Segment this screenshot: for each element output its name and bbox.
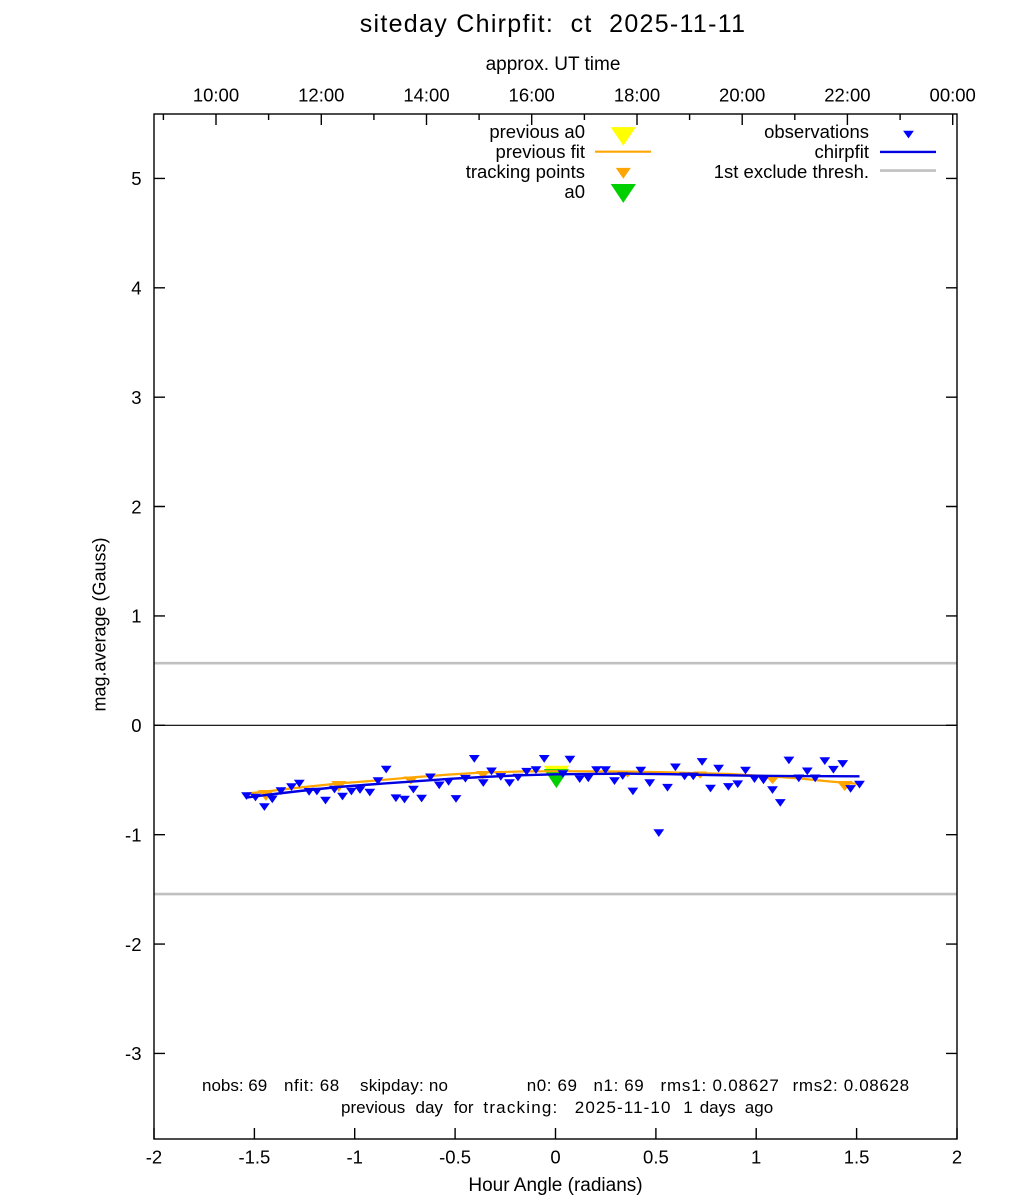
svg-text:4: 4	[131, 278, 141, 299]
svg-text:a0: a0	[564, 181, 585, 202]
svg-text:n0: 69: n0: 69	[527, 1076, 578, 1095]
svg-text:5: 5	[131, 168, 141, 189]
svg-text:2: 2	[131, 496, 141, 517]
svg-text:22:00: 22:00	[824, 85, 870, 106]
svg-text:10:00: 10:00	[193, 85, 239, 106]
svg-text:mag.average (Gauss): mag.average (Gauss)	[90, 537, 110, 711]
svg-text:siteday Chirpfit: ct 2025-11: siteday Chirpfit: ct 2025-11-11	[360, 10, 747, 38]
svg-text:-0.5: -0.5	[439, 1147, 471, 1168]
svg-text:0: 0	[550, 1147, 560, 1168]
svg-text:tracking points: tracking points	[466, 161, 585, 182]
svg-text:rms2: 0.08628: rms2: 0.08628	[793, 1076, 910, 1095]
svg-text:-1: -1	[346, 1147, 362, 1168]
svg-text:1: 1	[683, 1098, 692, 1117]
svg-text:1: 1	[131, 606, 141, 627]
svg-text:nobs: 69: nobs: 69	[202, 1076, 267, 1095]
svg-text:18:00: 18:00	[614, 85, 660, 106]
svg-text:20:00: 20:00	[719, 85, 765, 106]
svg-text:rms1: 0.08627: rms1: 0.08627	[661, 1076, 780, 1095]
svg-text:-1: -1	[125, 824, 141, 845]
svg-text:-3: -3	[125, 1043, 141, 1064]
svg-text:observations: observations	[764, 121, 869, 142]
svg-text:chirpfit: chirpfit	[815, 141, 870, 162]
svg-text:00:00: 00:00	[930, 85, 976, 106]
svg-text:-2: -2	[125, 934, 141, 955]
svg-text:previous fit: previous fit	[496, 141, 585, 162]
svg-text:2025-11-10: 2025-11-10	[575, 1098, 672, 1117]
svg-text:previous: previous	[341, 1098, 405, 1117]
svg-text:-1.5: -1.5	[238, 1147, 270, 1168]
svg-text:1: 1	[751, 1147, 761, 1168]
svg-text:ago: ago	[745, 1098, 773, 1117]
svg-text:16:00: 16:00	[509, 85, 555, 106]
svg-text:Hour Angle (radians): Hour Angle (radians)	[468, 1175, 642, 1196]
svg-text:0: 0	[131, 715, 141, 736]
svg-text:previous a0: previous a0	[489, 121, 585, 142]
svg-text:14:00: 14:00	[403, 85, 449, 106]
svg-text:n1: 69: n1: 69	[594, 1076, 645, 1095]
svg-text:nfit: 68: nfit: 68	[284, 1076, 340, 1095]
svg-text:tracking:: tracking:	[483, 1098, 558, 1117]
svg-text:day: day	[416, 1098, 444, 1117]
svg-text:0.5: 0.5	[643, 1147, 669, 1168]
svg-text:12:00: 12:00	[298, 85, 344, 106]
svg-text:1.5: 1.5	[844, 1147, 870, 1168]
svg-text:days: days	[700, 1098, 736, 1117]
svg-text:-2: -2	[146, 1147, 162, 1168]
svg-text:3: 3	[131, 387, 141, 408]
svg-text:for: for	[454, 1098, 474, 1117]
svg-text:approx. UT time: approx. UT time	[486, 54, 621, 75]
svg-text:skipday: no: skipday: no	[360, 1076, 448, 1095]
svg-text:2: 2	[952, 1147, 962, 1168]
svg-text:1st exclude thresh.: 1st exclude thresh.	[714, 161, 869, 182]
